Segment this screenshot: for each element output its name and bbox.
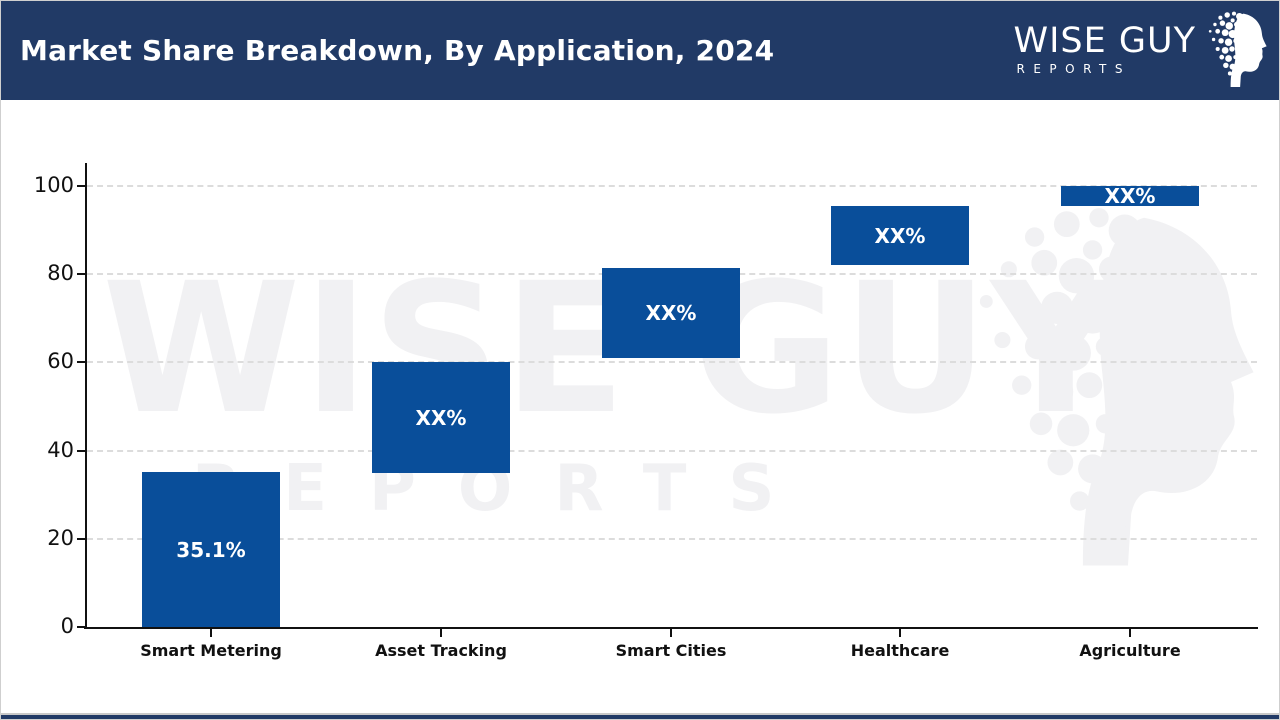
- category-label: Smart Metering: [140, 641, 282, 660]
- header-bar: Market Share Breakdown, By Application, …: [0, 0, 1280, 100]
- logo-head-icon: [1208, 11, 1267, 88]
- y-axis-spine: [85, 163, 87, 629]
- y-tick-label: 80: [47, 261, 74, 286]
- y-tick-mark: [77, 449, 85, 452]
- category-label: Healthcare: [850, 641, 950, 660]
- page-title: Market Share Breakdown, By Application, …: [20, 33, 775, 67]
- y-tick-mark: [77, 626, 85, 628]
- chart-area: WISE GUY REPORTS 0 20 40 60 80 100 35.1: [0, 100, 1280, 714]
- bar-value-label: XX%: [1104, 183, 1156, 208]
- x-tick-mark: [1129, 629, 1131, 637]
- category-label: Agriculture: [1079, 641, 1181, 660]
- gridline: [87, 361, 1257, 364]
- x-tick-mark: [670, 629, 672, 637]
- bar-value-label: XX%: [645, 300, 697, 325]
- logo-wordmark-line2: REPORTS: [1016, 62, 1131, 76]
- y-tick-mark: [77, 273, 85, 276]
- y-tick-mark: [77, 185, 85, 187]
- bar-healthcare: XX%: [831, 205, 969, 266]
- y-tick-label: 40: [47, 437, 74, 462]
- y-tick-label: 100: [33, 173, 74, 197]
- bar-value-label: XX%: [874, 223, 926, 248]
- bar-asset-tracking: XX%: [372, 362, 510, 473]
- footer-bar: [0, 715, 1280, 720]
- bar-agriculture: XX%: [1061, 183, 1199, 208]
- bottom-divider: [0, 713, 1280, 715]
- bar-value-label: 35.1%: [176, 537, 246, 562]
- bar-value-label: XX%: [415, 405, 467, 430]
- x-tick-mark: [440, 629, 442, 637]
- bar-smart-metering: 35.1%: [142, 472, 280, 627]
- y-tick-mark: [77, 537, 85, 540]
- logo-wordmark-line1: WISE GUY: [1013, 21, 1196, 61]
- gridline: [87, 185, 1257, 187]
- category-label: Smart Cities: [615, 641, 727, 660]
- y-tick-label: 60: [47, 349, 74, 374]
- y-tick-label: 20: [47, 525, 74, 550]
- x-tick-mark: [899, 629, 901, 637]
- category-label: Asset Tracking: [375, 641, 507, 660]
- watermark-head-icon: [979, 208, 1254, 566]
- gridline: [87, 537, 1257, 540]
- x-tick-mark: [210, 629, 212, 637]
- logo-wordmark: WISE GUY REPORTS: [1013, 21, 1196, 77]
- x-axis-spine: [84, 627, 1258, 629]
- gridline: [87, 449, 1257, 452]
- bar-smart-cities: XX%: [602, 267, 740, 358]
- y-tick-mark: [77, 361, 85, 364]
- brand-logo: WISE GUY REPORTS: [1013, 6, 1268, 94]
- y-tick-label: 0: [60, 614, 74, 638]
